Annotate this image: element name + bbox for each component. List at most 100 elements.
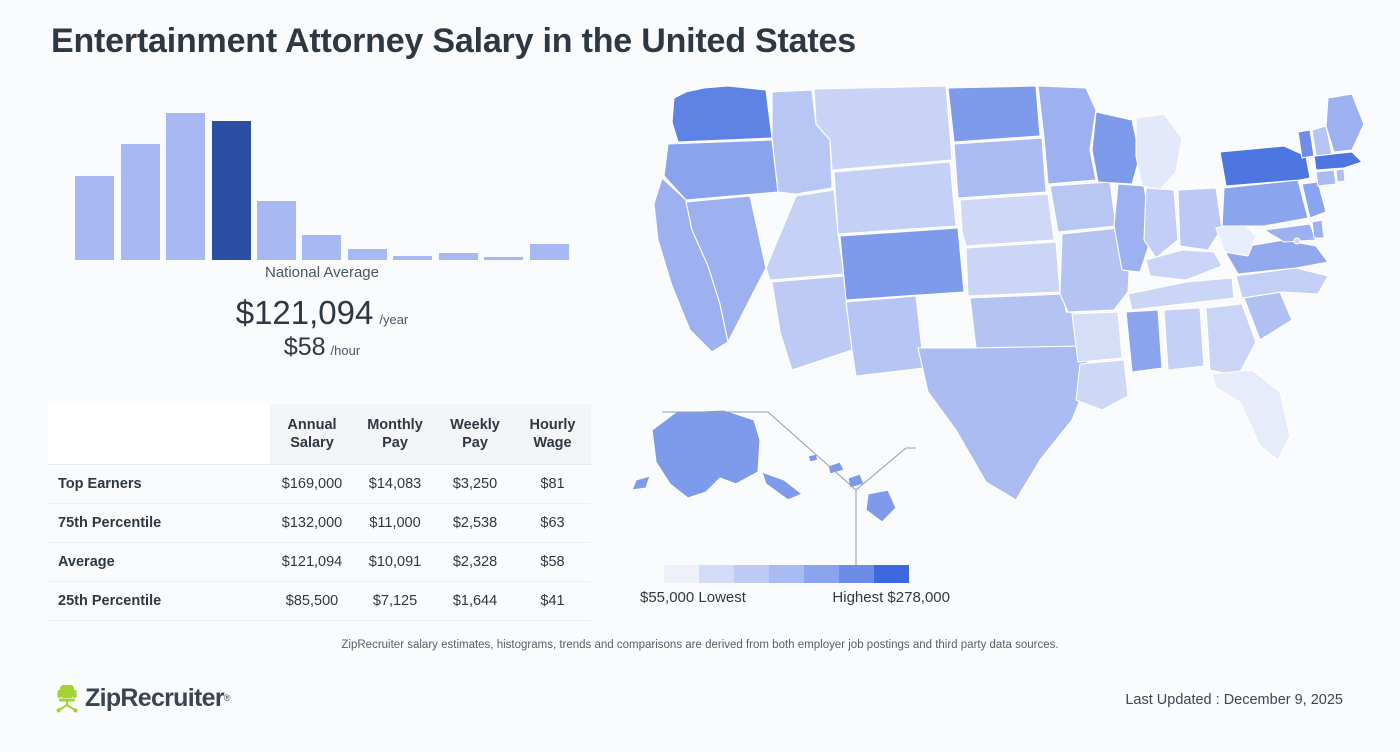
map-state-wi[interactable] [1091,111,1141,185]
hourly-wage-cell: $58 [514,542,591,583]
map-state-wv[interactable] [1215,221,1257,257]
map-state-ky[interactable] [1145,249,1223,281]
map-state-mt[interactable] [813,85,953,171]
weekly-pay-cell: $1,644 [436,581,514,622]
map-state-ks[interactable] [965,241,1061,297]
map-state-ar[interactable] [1071,311,1123,363]
national-average-hourly: $58/hour [72,333,572,362]
map-state-or[interactable] [663,139,779,201]
monthly-pay-cell: $7,125 [354,581,436,622]
map-state-nh[interactable] [1311,125,1333,157]
map-state-al[interactable] [1163,307,1205,371]
histogram-bar [438,253,478,260]
map-state-hi[interactable] [807,453,897,523]
annual-salary-cell: $132,000 [270,503,354,544]
row-label: 75th Percentile [48,503,270,544]
map-state-wy[interactable] [833,161,957,235]
map-state-sd[interactable] [953,137,1047,199]
map-state-ny[interactable] [1219,145,1311,187]
map-state-la[interactable] [1075,359,1129,411]
map-state-ga[interactable] [1205,303,1257,377]
table-row: Average $121,094 $10,091 $2,328 $58 [48,542,591,583]
histogram-bar-slot [390,100,435,260]
salary-breakdown-table: Annual Salary Monthly Pay Weekly Pay Hou… [48,404,591,622]
table-header: Annual Salary Monthly Pay Weekly Pay Hou… [48,404,591,466]
histogram-bar-national-average [211,121,251,260]
annual-salary-cell: $169,000 [270,464,354,505]
map-state-ma[interactable] [1313,151,1363,171]
table-row: 25th Percentile $85,500 $7,125 $1,644 $41 [48,581,591,622]
monthly-pay-cell: $10,091 [354,542,436,583]
hourly-wage-cell: $81 [514,464,591,505]
map-state-nj[interactable] [1301,181,1327,219]
ziprecruiter-wordmark: ZipRecruiter [85,683,225,712]
map-state-id[interactable] [771,89,833,195]
hourly-wage-cell: $41 [514,581,591,622]
map-state-me[interactable] [1325,93,1365,153]
map-state-fl[interactable] [1211,369,1291,461]
legend-swatch-3 [769,565,804,583]
histogram-bar [529,244,569,260]
map-state-co[interactable] [839,227,965,301]
map-state-md[interactable] [1263,223,1317,243]
map-state-in[interactable] [1143,187,1179,259]
map-state-ak[interactable] [631,409,803,501]
histogram-bar-slot [72,100,117,260]
hourly-wage-cell: $63 [514,503,591,544]
national-average-annual: $121,094/year [72,294,572,332]
map-state-ut[interactable] [765,189,845,281]
histogram-bar-slot [208,100,253,260]
histogram-bar-slot [299,100,344,260]
map-state-pa[interactable] [1221,179,1309,227]
map-state-vt[interactable] [1297,129,1315,159]
table-header-hourly-wage: Hourly Wage [514,404,591,466]
map-state-mi[interactable] [1135,113,1183,191]
national-average-label: National Average [265,264,379,281]
histogram-bar [120,144,160,260]
map-state-az[interactable] [771,275,853,371]
histogram-bar-slot [254,100,299,260]
histogram-bar [257,201,297,260]
map-state-ne[interactable] [959,193,1055,247]
map-state-tn[interactable] [1127,277,1235,311]
map-state-de[interactable] [1311,219,1325,239]
map-state-wa[interactable] [671,85,773,143]
map-state-tx[interactable] [917,345,1089,501]
map-state-nm[interactable] [845,295,925,377]
table-header-monthly-pay: Monthly Pay [354,404,436,466]
legend-swatch-2 [734,565,769,583]
map-state-ia[interactable] [1049,181,1117,233]
national-average-annual-unit: /year [379,312,409,327]
map-state-ri[interactable] [1335,168,1346,183]
map-state-mn[interactable] [1037,85,1097,185]
monthly-pay-cell: $14,083 [354,464,436,505]
registered-trademark-symbol: ® [223,693,231,703]
map-state-ms[interactable] [1125,309,1163,373]
table-row: 75th Percentile $132,000 $11,000 $2,538 $63 [48,503,591,544]
national-average-hourly-value: $58 [283,333,326,361]
histogram-bar-slot [436,100,481,260]
office-chair-icon [56,685,78,713]
histogram-bar-slot [345,100,390,260]
map-state-nv[interactable] [685,195,767,343]
ziprecruiter-logo[interactable]: ZipRecruiter ® [55,683,231,713]
row-label: Average [48,542,270,583]
legend-low-label: $55,000 Lowest [640,589,746,606]
map-color-legend [664,565,909,583]
histogram-bar [484,257,524,260]
histogram-bar-slot [163,100,208,260]
weekly-pay-cell: $3,250 [436,464,514,505]
us-salary-choropleth-map [616,80,1376,570]
last-updated-text: Last Updated : December 9, 2025 [1125,692,1343,708]
salary-distribution-histogram [72,100,572,260]
map-state-dc[interactable] [1293,237,1301,245]
row-label: 25th Percentile [48,581,270,622]
map-state-nd[interactable] [947,85,1041,143]
map-state-oh[interactable] [1177,187,1223,251]
histogram-bar-slot [527,100,572,260]
national-average-annual-value: $121,094 [235,294,374,331]
page-title: Entertainment Attorney Salary in the Uni… [51,22,856,60]
histogram-bar-slot [117,100,162,260]
map-state-ct[interactable] [1315,169,1337,187]
